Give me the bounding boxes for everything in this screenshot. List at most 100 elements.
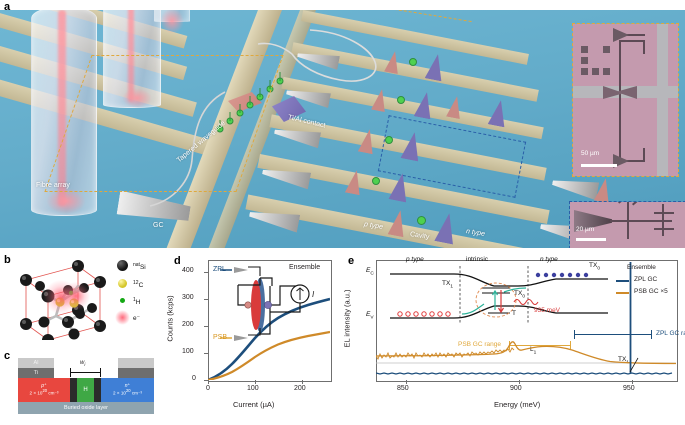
label-fibre-array: Fibre array <box>36 182 70 189</box>
tx0-peak-label: TX0 <box>589 262 600 272</box>
l1-peak-label: L1 <box>530 346 537 356</box>
legend-atom-h1 <box>120 298 125 303</box>
zpl-gc-range-line <box>574 334 652 336</box>
inset-waveguide-arm <box>619 160 645 162</box>
band-label-p-type: p type <box>406 256 424 263</box>
x-tick-label: 0 <box>206 385 210 392</box>
panel-e-el-spectrum: 850 900 950 Energy (meV) EL intensity (a… <box>342 252 685 425</box>
panel-e-x-axis-title: Energy (meV) <box>494 400 541 409</box>
panel-d-counts-vs-current: 0 100 200 300 400 0 100 200 Current (µA)… <box>166 252 340 425</box>
x-tick <box>519 380 520 384</box>
inset-micrograph-bottom: 20 µm <box>569 201 685 248</box>
inset-waveguide-bend <box>643 148 645 162</box>
series-zpl-curve <box>208 297 330 380</box>
y-tick <box>204 353 208 354</box>
panel-d-zpl-label: ZPL <box>213 266 226 273</box>
layer-p-doped: p⁺ 2 × 1020 cm⁻³ <box>18 378 70 402</box>
layer-al-left: Al <box>18 358 54 368</box>
fibre-output-glow <box>46 188 86 214</box>
fibre-core <box>58 10 66 206</box>
legend-swatch-zpl <box>616 280 629 283</box>
layer-ti-left: Ti <box>18 368 54 378</box>
legend-atom-c12 <box>118 279 127 288</box>
band-label-ec: EC <box>366 267 374 277</box>
panel-d-ensemble-label: Ensemble <box>289 264 321 271</box>
scale-bar-label-top: 50 µm <box>581 150 600 157</box>
legend-label-zpl: ZPL GC <box>634 276 658 283</box>
label-gc: GC <box>153 222 164 229</box>
waveguide-routing <box>149 29 377 207</box>
n-doping-concentration: 2 × 1020 cm⁻³ <box>113 388 142 396</box>
legend-swatch-psb <box>616 292 629 295</box>
width-dimension-line <box>70 372 101 373</box>
panel-d-letter: d <box>174 255 181 267</box>
inset-b-contact2-arm <box>654 228 674 230</box>
panel-d-x-axis-title: Current (µA) <box>233 400 275 409</box>
y-tick <box>204 272 208 273</box>
spacer-right <box>94 378 101 402</box>
panel-c-cross-section: Al Ti p⁺ 2 × 1020 cm⁻³ H n⁺ 2 × 1020 cm⁻… <box>0 348 170 422</box>
y-tick <box>204 299 208 300</box>
panel-e-band-diagram <box>390 266 608 324</box>
y-tick-label: 100 <box>182 348 194 355</box>
y-tick-label: 300 <box>182 294 194 301</box>
y-tick-label: 0 <box>192 375 196 382</box>
zpl-gc-range-label: ZPL GC range <box>656 330 685 337</box>
panel-e-spectra <box>376 262 676 375</box>
x-tick <box>208 380 209 384</box>
y-tick-label: 400 <box>182 267 194 274</box>
psb-gc-range-cap-right <box>570 341 572 350</box>
p-doping-symbol: p⁺ <box>41 382 47 389</box>
zpl-gc-trace <box>376 372 673 375</box>
width-tick-left <box>70 368 71 377</box>
x-tick <box>406 380 407 384</box>
inset-b-contact-arm <box>632 202 648 206</box>
band-label-ev: EV <box>366 311 374 321</box>
x-tick-label: 900 <box>510 385 522 392</box>
inset-waveguide-top <box>613 34 645 36</box>
device-emitter <box>397 96 405 104</box>
inset-waveguide-bend <box>643 40 645 54</box>
tx1-leader <box>629 357 639 373</box>
inset-b-contact2-arm <box>654 212 674 214</box>
device-emitter <box>385 136 393 144</box>
inset-metal-rail <box>657 24 668 176</box>
layer-al-right <box>118 358 154 368</box>
panel-d-psb-label: PSB <box>213 334 228 341</box>
panel-d-curves <box>208 297 330 380</box>
x-tick-label: 200 <box>294 385 306 392</box>
svg-text:I: I <box>312 290 315 299</box>
psb-gc-range-line <box>509 345 571 347</box>
panel-c-letter: c <box>4 350 10 362</box>
legend-label-electron: e⁻ <box>133 315 141 322</box>
fibre-output-glow-3 <box>160 10 184 34</box>
legend-label-h1: 1H <box>133 297 141 307</box>
panel-a-letter: a <box>4 1 10 13</box>
x-tick <box>255 380 256 384</box>
zpl-gc-range-cap-left <box>574 330 576 339</box>
band-label-intrinsic: intrinsic <box>466 256 489 263</box>
y-tick <box>204 380 208 381</box>
panel-e-y-axis-title: EL intensity (a.u.) <box>342 289 352 348</box>
legend-label-c12: 12C <box>133 280 144 290</box>
cavity-emitters-main <box>216 72 284 133</box>
legend-label-psb: PSB GC ×5 <box>634 288 668 295</box>
panel-b-crystal-structure: natSi 12C 1H e⁻ <box>0 252 170 342</box>
width-label: wi <box>80 360 86 368</box>
n-doping-symbol: n⁺ <box>124 382 131 389</box>
legend-label-nat-si: natSi <box>133 262 146 272</box>
band-label-t: T <box>512 310 516 317</box>
panel-d-inset-circuit: I <box>220 266 315 341</box>
zpl-gc-range-cap-right <box>651 330 653 339</box>
fibre-core <box>128 10 134 102</box>
width-tick-right <box>100 368 101 377</box>
psb-gc-envelope <box>376 341 676 365</box>
spacer-left <box>70 378 77 402</box>
x-tick-label: 850 <box>397 385 409 392</box>
band-label-tx1: TX1 <box>442 280 453 290</box>
scale-bar-top <box>581 164 617 167</box>
inset-b-contact <box>627 202 629 239</box>
inset-junction <box>603 86 637 99</box>
x-tick-label: 950 <box>623 385 635 392</box>
layer-buried-oxide: Buried oxide layer <box>18 402 154 414</box>
